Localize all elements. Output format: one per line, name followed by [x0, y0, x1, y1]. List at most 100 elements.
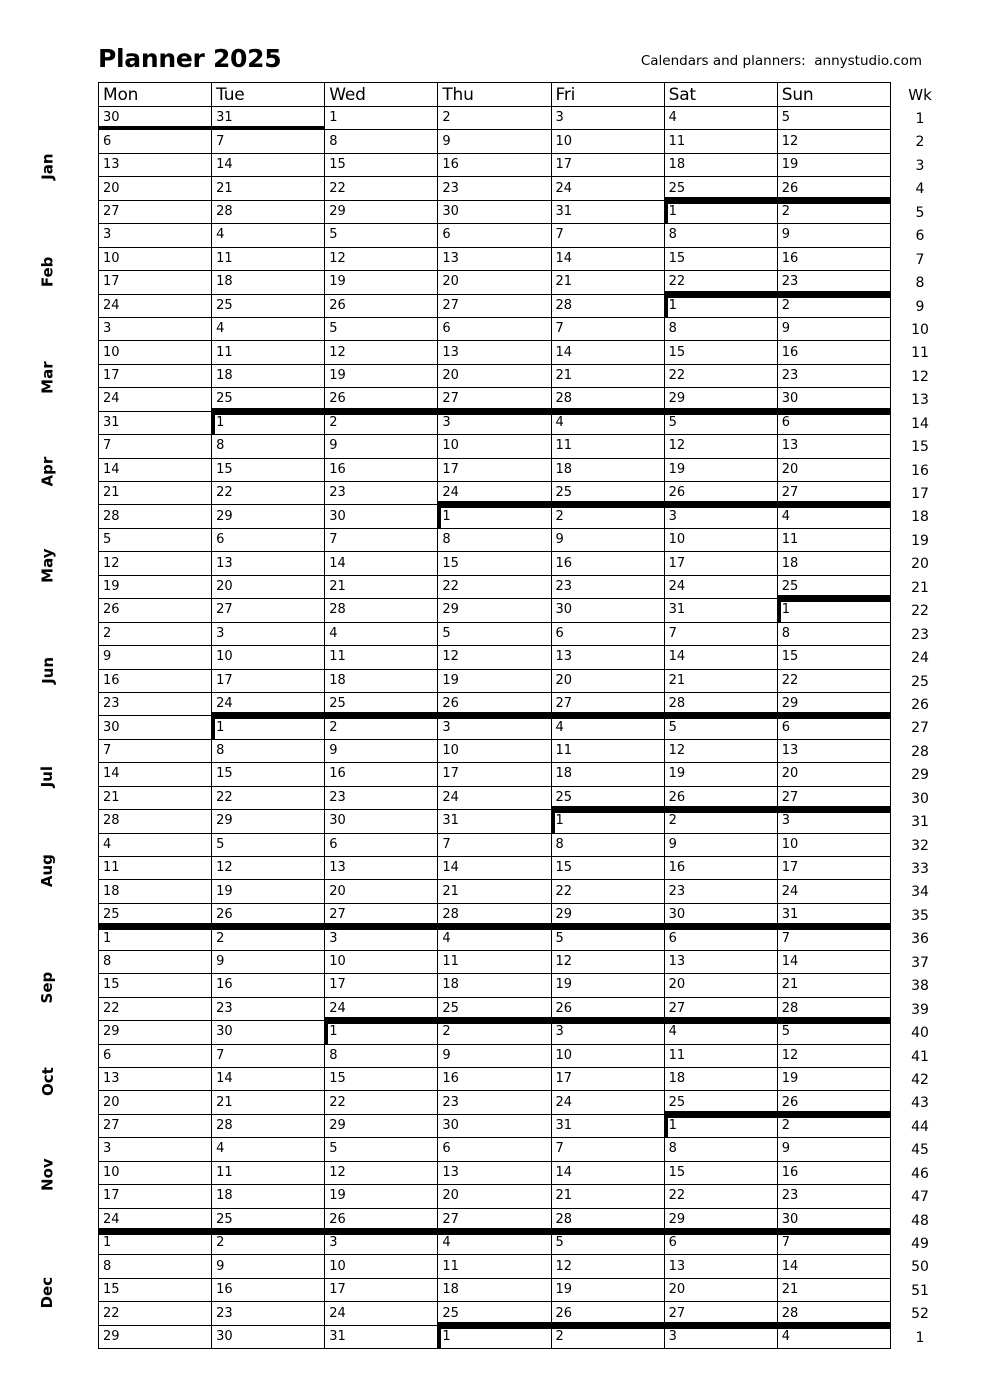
- day-cell[interactable]: 14: [663, 645, 778, 670]
- day-cell[interactable]: 8: [776, 621, 891, 647]
- day-cell[interactable]: 5: [663, 715, 778, 740]
- day-cell[interactable]: 11: [550, 434, 665, 459]
- day-cell[interactable]: 22: [97, 996, 213, 1022]
- day-cell[interactable]: 7: [437, 832, 552, 858]
- day-cell[interactable]: 13: [550, 645, 665, 670]
- day-cell[interactable]: 4: [663, 105, 778, 131]
- day-cell[interactable]: 14: [211, 1066, 326, 1092]
- day-cell[interactable]: 13: [211, 551, 326, 576]
- day-cell[interactable]: 2: [776, 293, 891, 318]
- day-cell[interactable]: 17: [324, 973, 439, 998]
- day-cell[interactable]: 16: [211, 1277, 326, 1303]
- day-cell[interactable]: 29: [663, 1207, 778, 1233]
- day-cell[interactable]: 16: [324, 457, 439, 483]
- day-cell[interactable]: 17: [97, 1184, 213, 1209]
- day-cell[interactable]: 18: [776, 551, 891, 576]
- day-cell[interactable]: 13: [437, 340, 552, 365]
- day-cell[interactable]: 30: [776, 387, 891, 412]
- day-cell[interactable]: 16: [550, 551, 665, 576]
- day-cell[interactable]: 3: [211, 621, 326, 647]
- day-cell[interactable]: 24: [550, 176, 665, 201]
- day-cell[interactable]: 20: [776, 762, 891, 787]
- day-cell[interactable]: 18: [211, 270, 326, 295]
- day-cell[interactable]: 22: [324, 1090, 439, 1115]
- day-cell[interactable]: 31: [550, 1113, 665, 1139]
- day-cell[interactable]: 18: [550, 762, 665, 787]
- day-cell[interactable]: 20: [437, 363, 552, 389]
- day-cell[interactable]: 8: [211, 434, 326, 459]
- day-cell[interactable]: 17: [97, 363, 213, 389]
- day-cell[interactable]: 13: [776, 738, 891, 764]
- day-cell[interactable]: 21: [97, 480, 213, 506]
- day-cell[interactable]: 26: [437, 691, 552, 717]
- day-cell[interactable]: 5: [437, 621, 552, 647]
- day-cell[interactable]: 24: [97, 1207, 213, 1233]
- day-cell[interactable]: 31: [324, 1324, 439, 1350]
- day-cell[interactable]: 27: [663, 1301, 778, 1326]
- day-cell[interactable]: 25: [211, 1207, 326, 1233]
- day-cell[interactable]: 22: [211, 785, 326, 811]
- day-cell[interactable]: 28: [437, 902, 552, 928]
- day-cell[interactable]: 28: [211, 199, 326, 225]
- day-cell[interactable]: 15: [776, 645, 891, 670]
- day-cell[interactable]: 12: [663, 738, 778, 764]
- day-cell[interactable]: 12: [211, 855, 326, 881]
- day-cell[interactable]: 10: [776, 832, 891, 858]
- day-cell[interactable]: 17: [437, 457, 552, 483]
- day-cell[interactable]: 1: [97, 1230, 213, 1256]
- day-cell[interactable]: 14: [550, 340, 665, 365]
- day-cell[interactable]: 7: [776, 1230, 891, 1256]
- day-cell[interactable]: 14: [550, 1160, 665, 1186]
- day-cell[interactable]: 12: [437, 645, 552, 670]
- day-cell[interactable]: 3: [663, 1324, 778, 1350]
- day-cell[interactable]: 29: [97, 1324, 213, 1350]
- day-cell[interactable]: 3: [324, 1230, 439, 1256]
- day-cell[interactable]: 29: [550, 902, 665, 928]
- day-cell[interactable]: 4: [776, 1324, 891, 1350]
- day-cell[interactable]: 30: [211, 1020, 326, 1045]
- day-cell[interactable]: 20: [211, 574, 326, 600]
- day-cell[interactable]: 11: [211, 340, 326, 365]
- day-cell[interactable]: 6: [324, 832, 439, 858]
- day-cell[interactable]: 9: [776, 1137, 891, 1162]
- day-cell[interactable]: 28: [211, 1113, 326, 1139]
- day-cell[interactable]: 12: [550, 1254, 665, 1279]
- day-cell[interactable]: 3: [324, 926, 439, 951]
- day-cell[interactable]: 19: [776, 152, 891, 178]
- day-cell[interactable]: 15: [437, 551, 552, 576]
- day-cell[interactable]: 6: [550, 621, 665, 647]
- day-cell[interactable]: 1: [211, 410, 326, 436]
- day-cell[interactable]: 5: [324, 1137, 439, 1162]
- day-cell[interactable]: 23: [324, 785, 439, 811]
- day-cell[interactable]: 22: [211, 480, 326, 506]
- day-cell[interactable]: 23: [324, 480, 439, 506]
- day-cell[interactable]: 10: [97, 246, 213, 272]
- day-cell[interactable]: 1: [97, 926, 213, 951]
- day-cell[interactable]: 29: [97, 1020, 213, 1045]
- day-cell[interactable]: 21: [663, 668, 778, 693]
- day-cell[interactable]: 27: [550, 691, 665, 717]
- day-cell[interactable]: 18: [211, 363, 326, 389]
- day-cell[interactable]: 10: [663, 527, 778, 553]
- day-cell[interactable]: 23: [776, 363, 891, 389]
- day-cell[interactable]: 27: [776, 480, 891, 506]
- day-cell[interactable]: 14: [776, 1254, 891, 1279]
- day-cell[interactable]: 24: [97, 293, 213, 318]
- day-cell[interactable]: 7: [211, 129, 326, 154]
- day-cell[interactable]: 14: [776, 949, 891, 975]
- day-cell[interactable]: 12: [324, 246, 439, 272]
- day-cell[interactable]: 26: [663, 480, 778, 506]
- day-cell[interactable]: 23: [776, 1184, 891, 1209]
- day-cell[interactable]: 5: [211, 832, 326, 858]
- day-cell[interactable]: 11: [324, 645, 439, 670]
- day-cell[interactable]: 15: [211, 762, 326, 787]
- day-cell[interactable]: 21: [550, 363, 665, 389]
- day-cell[interactable]: 11: [437, 1254, 552, 1279]
- day-cell[interactable]: 8: [324, 1043, 439, 1068]
- day-cell[interactable]: 4: [211, 316, 326, 342]
- day-cell[interactable]: 23: [550, 574, 665, 600]
- day-cell[interactable]: 16: [97, 668, 213, 693]
- day-cell[interactable]: 25: [437, 996, 552, 1022]
- day-cell[interactable]: 19: [211, 879, 326, 904]
- day-cell[interactable]: 12: [663, 434, 778, 459]
